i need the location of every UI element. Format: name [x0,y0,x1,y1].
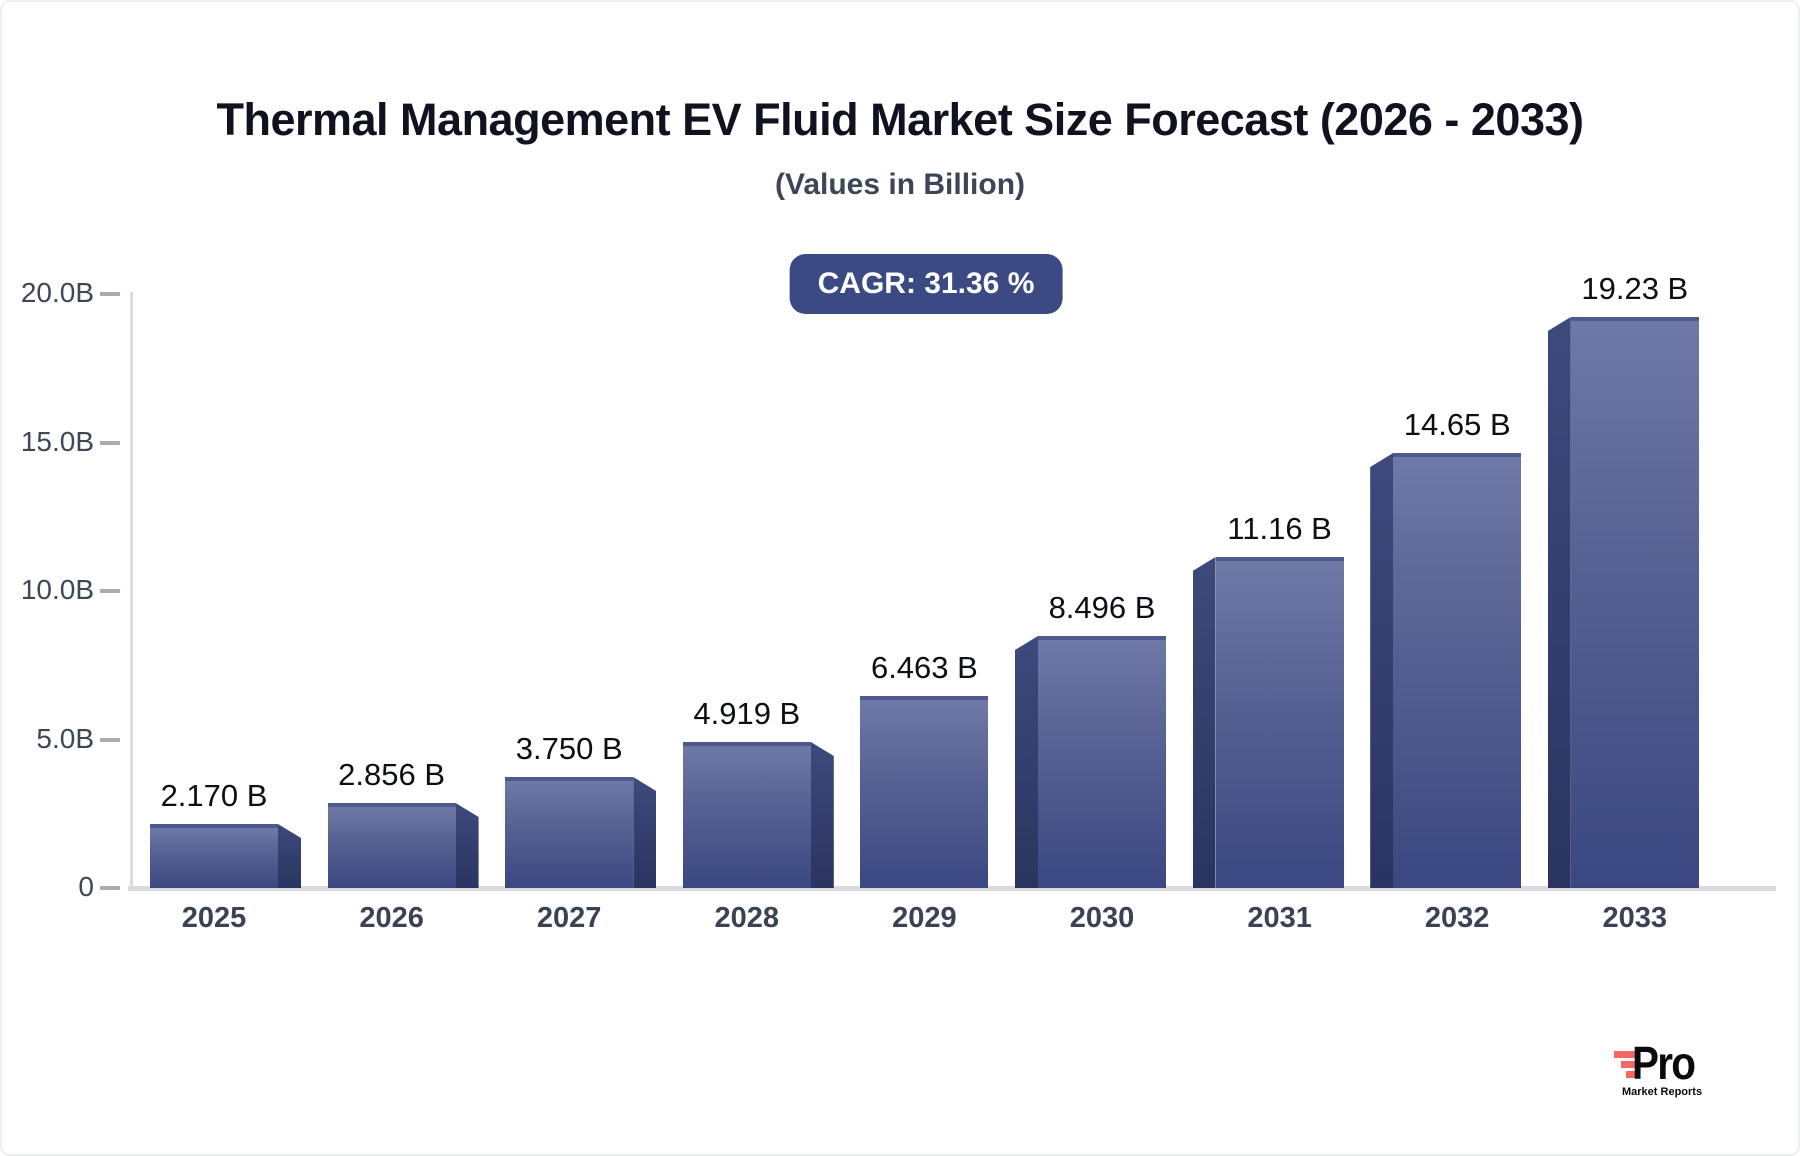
bar-side-face-2025 [278,824,301,888]
y-tick-label: 5.0B [36,722,94,754]
bar-2028 [682,742,811,888]
y-tick-mark [100,886,120,890]
logo-bar-middle [1621,1061,1638,1068]
y-tick-mark [100,589,120,593]
x-axis-label-2026: 2026 [359,902,424,934]
bar-side-face-2030 [1015,636,1038,888]
logo-bar-bottom [1626,1071,1638,1078]
cagr-badge: CAGR: 31.36 % [789,254,1063,314]
bar-value-label: 2.856 B [338,757,446,792]
x-axis-line [128,886,1776,891]
bar-2031 [1215,557,1344,888]
bar-value-label: 19.23 B [1581,271,1689,306]
bar-2025 [150,824,278,888]
x-axis-label-2031: 2031 [1247,902,1312,934]
bar-2029 [860,696,989,888]
x-axis-label-2027: 2027 [536,902,602,934]
y-tick-label: 20.0B [20,277,94,308]
bar-value-label: 4.919 B [693,696,801,731]
logo-flag-icon [1612,1051,1638,1081]
bar-2033 [1570,317,1699,888]
logo-tagline: Market Reports [1622,1086,1703,1098]
y-tick-mark [100,440,120,445]
x-axis-label-2029: 2029 [892,902,957,934]
x-axis-label-2025: 2025 [181,902,247,934]
bar-2032 [1393,453,1522,888]
bar-side-face-2026 [455,803,479,888]
bar-2027 [505,777,634,888]
bar-2026 [327,803,456,888]
y-tick-label: 10.0B [20,574,94,605]
bar-side-face-2031 [1192,557,1216,888]
bar-side-face-2027 [633,777,657,888]
y-tick-mark [100,737,120,742]
y-axis-line [130,292,133,889]
bar-side-face-2028 [810,742,834,888]
logo-name: Pro [1632,1037,1696,1089]
y-tick-label: 0 [78,871,94,902]
bar-value-label: 2.170 B [160,778,268,813]
chart-subtitle: (Values in Billion) [774,168,1026,201]
x-axis-label-2030: 2030 [1069,902,1135,934]
x-axis-label-2033: 2033 [1602,902,1668,934]
bar-2030 [1038,636,1166,888]
y-tick-label: 15.0B [20,425,94,457]
x-axis-label-2032: 2032 [1424,902,1490,934]
bar-side-face-2033 [1547,317,1571,888]
y-tick-mark [100,292,120,296]
x-axis-label-2028: 2028 [714,902,780,934]
bar-value-label: 11.16 B [1227,511,1332,546]
bar-value-label: 3.750 B [515,731,623,766]
chart-title: Thermal Management EV Fluid Market Size … [216,94,1585,145]
bar-side-face-2032 [1370,453,1394,888]
logo-bar-top [1614,1051,1638,1058]
bar-value-label: 8.496 B [1048,590,1156,625]
bar-value-label: 6.463 B [870,650,978,685]
bar-value-label: 14.65 B [1403,407,1511,442]
logo: Pro Market Reports [1608,1037,1718,1112]
